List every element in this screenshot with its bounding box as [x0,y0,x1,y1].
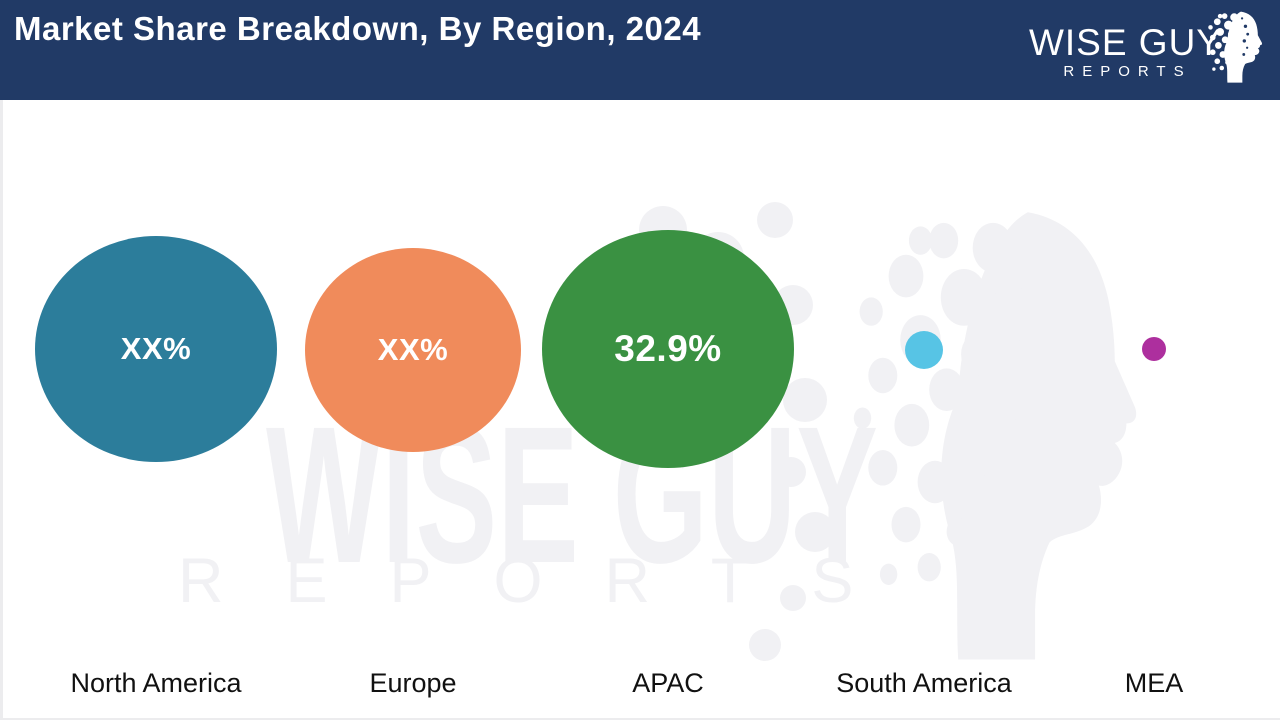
bubble-value-label: 32.9% [614,328,722,369]
category-label-south-america: South America [836,668,1012,698]
logo-reports-text: REPORTS [1063,62,1192,80]
bubble-value-label: XX% [120,331,192,366]
category-label-europe: Europe [369,668,457,698]
bubble-europe: XX% [305,248,521,452]
bubble-south-america [905,331,943,369]
category-label-north-america: North America [70,668,242,698]
category-label-mea: MEA [1124,668,1184,698]
category-label-apac: APAC [632,668,704,698]
header-bar: Market Share Breakdown, By Region, 2024 … [0,0,1280,100]
bubble-apac: 32.9% [542,230,794,468]
bubble-mea [1142,337,1166,361]
head-profile-icon [1207,11,1263,83]
page-title: Market Share Breakdown, By Region, 2024 [14,10,702,47]
logo-name-text: WISE GUY [1028,21,1222,63]
bubble-value-label: XX% [377,332,449,367]
logo-wordmark: WISE GUY REPORTS [1029,24,1222,79]
watermark-reports-text: REPORTS [178,546,915,616]
chart-area: WISE GUY REPORTS XX% North America XX% Euro… [0,100,1280,720]
bubble-north-america: XX% [35,236,277,462]
wiseguy-logo: WISE GUY REPORTS [1029,6,1268,84]
watermark-head [853,212,1137,660]
